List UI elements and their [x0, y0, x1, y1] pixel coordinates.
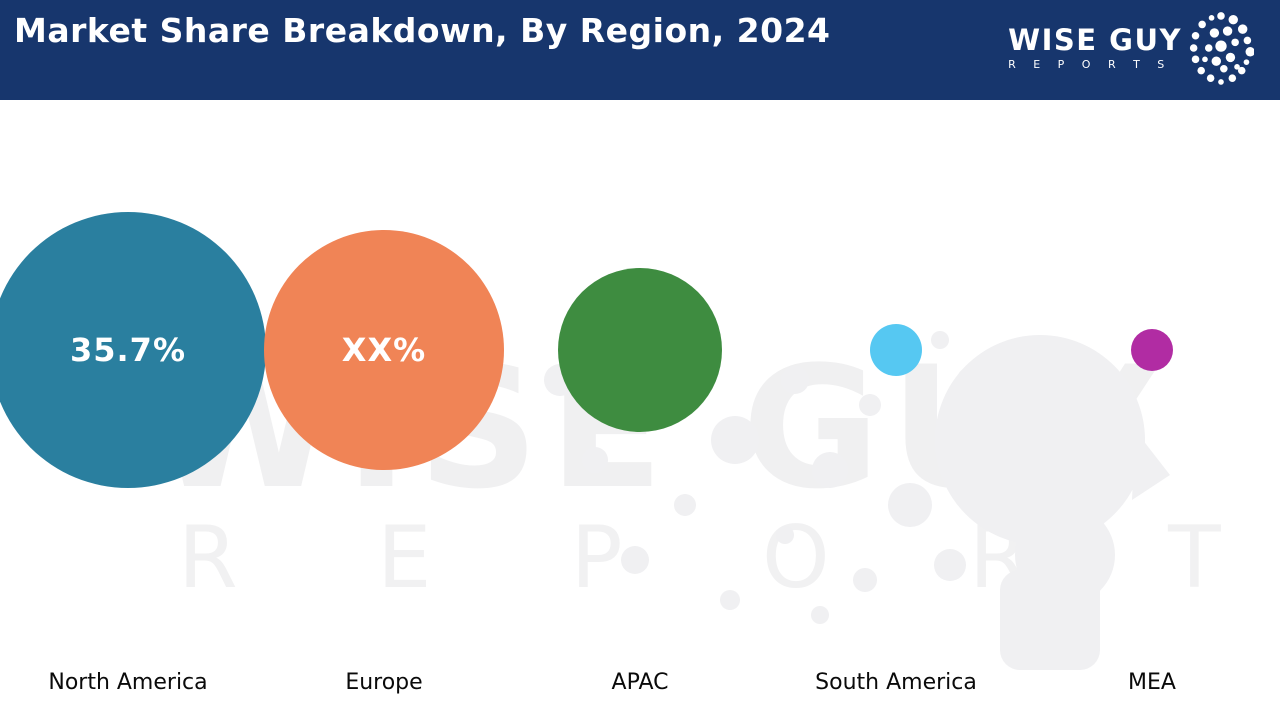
wiseguy-head-icon	[1189, 12, 1254, 85]
region-label: Europe	[345, 670, 423, 695]
page-title: Market Share Breakdown, By Region, 2024	[14, 11, 831, 50]
bubble-south-america	[870, 324, 922, 376]
region-label: APAC	[611, 670, 669, 695]
region-label: North America	[48, 670, 208, 695]
region-label-row: North America Europe APAC South America MEA	[0, 670, 1280, 695]
bubble-value-label: XX%	[341, 331, 427, 369]
brand-subtitle: R E P O R T S	[1008, 58, 1172, 72]
region-column	[512, 100, 768, 720]
brand-name: WISE GUY	[1008, 22, 1182, 57]
bubble-apac	[558, 268, 722, 432]
bubble-north-america: 35.7%	[0, 212, 266, 488]
region-column: XX%	[256, 100, 512, 720]
brand-logo-text: WISE GUY R E P O R T S	[1008, 22, 1182, 72]
bubble-chart: WISE GUY R E P O R T S 35.7%XX% North Am…	[0, 100, 1280, 720]
header-bar: Market Share Breakdown, By Region, 2024 …	[0, 0, 1280, 100]
region-label: MEA	[1128, 670, 1176, 695]
brand-logo: WISE GUY R E P O R T S	[1008, 10, 1254, 86]
region-column	[1024, 100, 1280, 720]
bubble-value-label: 35.7%	[69, 331, 186, 369]
region-label: South America	[815, 670, 977, 695]
bubble-europe: XX%	[264, 230, 504, 470]
bubble-mea	[1131, 329, 1173, 371]
region-column	[768, 100, 1024, 720]
region-column: 35.7%	[0, 100, 266, 720]
bubble-row: 35.7% XX%	[0, 100, 1280, 720]
